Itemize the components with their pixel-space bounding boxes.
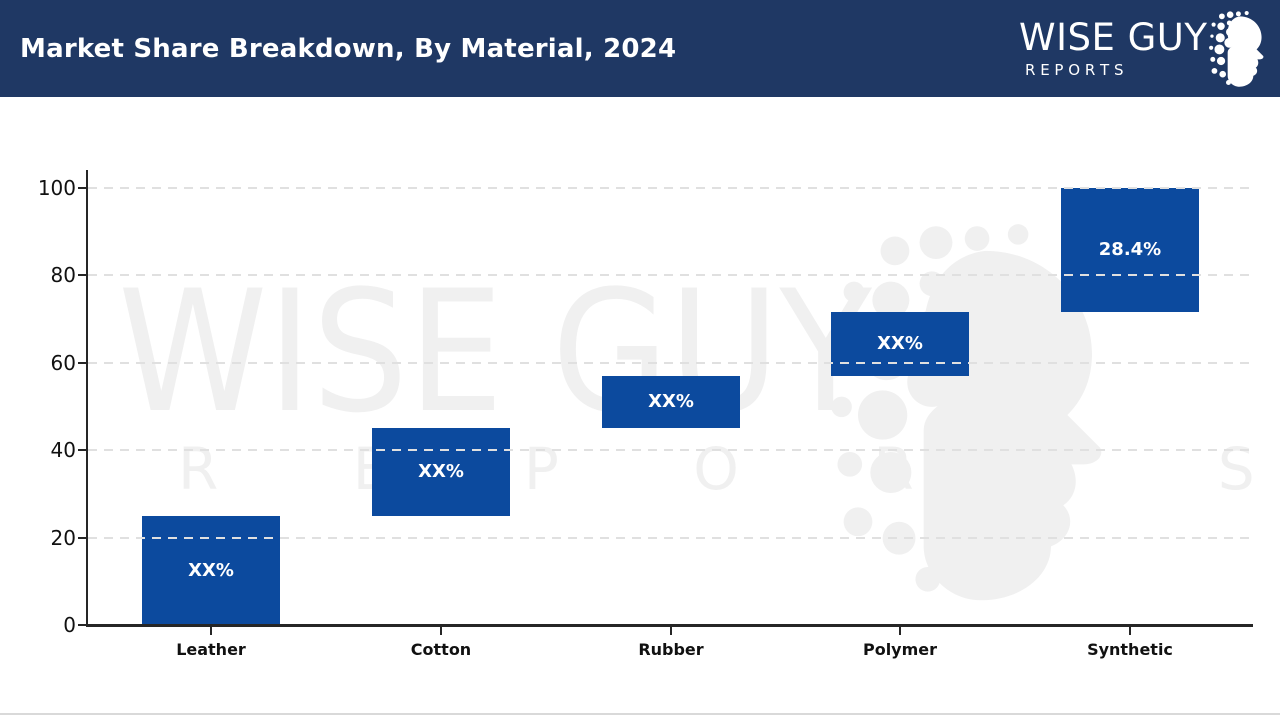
x-tick [210, 627, 212, 635]
y-tick-label: 40 [50, 438, 76, 462]
y-tick [78, 186, 86, 189]
category-label-leather: Leather [176, 640, 246, 659]
x-tick [899, 627, 901, 635]
x-tick [1129, 627, 1131, 635]
y-tick [78, 449, 86, 451]
y-tick-label: 20 [50, 525, 76, 550]
footer-rule [0, 713, 1280, 715]
bar-value-label: XX% [418, 461, 464, 483]
gridline-100 [88, 186, 1253, 189]
watermark-text-main: WISE GUY [118, 254, 872, 450]
bar-polymer: XX% [831, 311, 969, 376]
x-tick [440, 627, 442, 635]
bar-value-label: XX% [648, 391, 694, 413]
logo-brand-text: WISE GUY [1019, 16, 1207, 59]
y-tick [78, 624, 86, 626]
bar-rubber: XX% [602, 375, 740, 429]
y-tick-label: 60 [50, 350, 76, 375]
y-tick [78, 536, 86, 539]
bar-value-label: 28.4% [1098, 239, 1162, 261]
gridline-20 [88, 536, 1253, 539]
header-band: Market Share Breakdown, By Material, 202… [0, 0, 1280, 97]
bar-value-label: XX% [188, 559, 234, 581]
bar-value-label: XX% [877, 333, 923, 355]
x-tick [670, 627, 672, 635]
y-tick-label: 0 [63, 613, 76, 637]
logo-sub-text: R E P O R T S [1025, 61, 1123, 79]
gridline-80 [88, 274, 1253, 276]
bar-cotton: XX% [372, 428, 510, 516]
y-tick-label: 80 [50, 263, 76, 287]
y-axis-spine [86, 170, 88, 627]
category-label-synthetic: Synthetic [1087, 640, 1173, 659]
y-tick-label: 100 [37, 175, 76, 200]
x-axis-spine [86, 624, 1253, 627]
category-label-rubber: Rubber [638, 640, 704, 659]
bar-synthetic: 28.4% [1061, 187, 1199, 312]
page-title: Market Share Breakdown, By Material, 202… [20, 33, 677, 64]
gridline-40 [88, 449, 1253, 451]
logo-face-icon [1209, 10, 1264, 87]
y-tick [78, 274, 86, 276]
category-label-cotton: Cotton [410, 640, 472, 659]
category-label-polymer: Polymer [862, 640, 938, 659]
gridline-60 [88, 361, 1253, 364]
bar-leather: XX% [142, 515, 280, 625]
y-tick [78, 361, 86, 364]
wise-guy-reports-logo: WISE GUY R E P O R T S [1019, 10, 1264, 87]
